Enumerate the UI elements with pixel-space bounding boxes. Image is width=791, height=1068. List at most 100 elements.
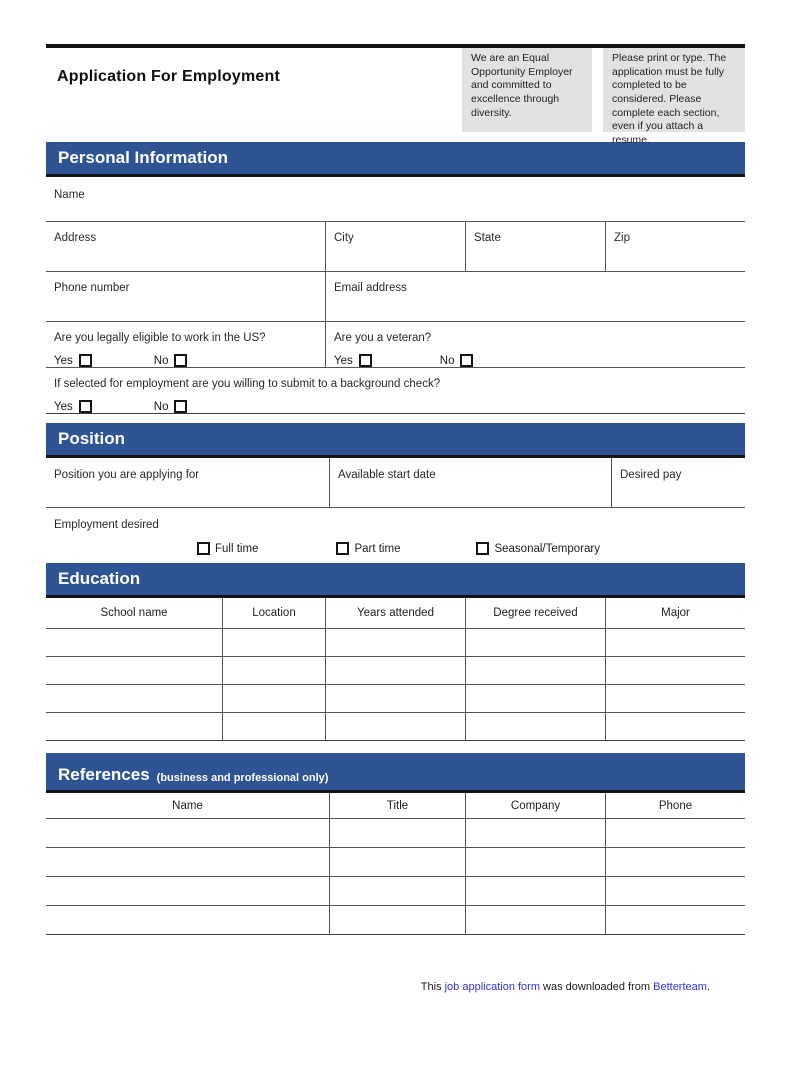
equal-opportunity-notice: We are an Equal Opportunity Employer and… [462, 48, 592, 132]
background-yes-checkbox[interactable] [78, 400, 92, 413]
section-subtitle: (business and professional only) [156, 772, 329, 784]
education-cell[interactable] [465, 713, 605, 740]
eligibility-row: Are you legally eligible to work in the … [46, 321, 745, 367]
no-label: No [153, 401, 169, 413]
email-label: Email address [334, 282, 407, 294]
education-cell[interactable] [465, 685, 605, 712]
references-header-row: Name Title Company Phone [46, 793, 745, 818]
yes-label: Yes [334, 355, 353, 367]
seasonal-checkbox[interactable] [476, 542, 490, 555]
education-cell[interactable] [222, 685, 325, 712]
education-cell[interactable] [325, 685, 465, 712]
seasonal-option: Seasonal/Temporary [476, 542, 600, 555]
contact-row: Phone number Email address [46, 271, 745, 321]
top-divider [46, 44, 745, 48]
education-cell[interactable] [46, 629, 222, 656]
state-label: State [474, 232, 501, 244]
part-time-checkbox[interactable] [336, 542, 350, 555]
start-date-label: Available start date [338, 469, 436, 481]
education-cell[interactable] [325, 657, 465, 684]
phone-field[interactable]: Phone number [46, 272, 325, 321]
veteran-yes-checkbox[interactable] [358, 354, 372, 367]
education-table: School name Location Years attended Degr… [46, 598, 745, 741]
column-header-phone: Phone [605, 793, 745, 818]
column-header-years-attended: Years attended [325, 598, 465, 628]
reference-cell[interactable] [465, 906, 605, 934]
column-header-location: Location [222, 598, 325, 628]
background-check-row: If selected for employment are you willi… [46, 367, 745, 413]
city-label: City [334, 232, 354, 244]
full-time-checkbox[interactable] [197, 542, 210, 555]
education-cell[interactable] [222, 713, 325, 740]
veteran-no-checkbox[interactable] [460, 354, 474, 367]
email-field[interactable]: Email address [325, 272, 745, 321]
education-row [46, 684, 745, 712]
reference-cell[interactable] [465, 819, 605, 847]
education-header-row: School name Location Years attended Degr… [46, 598, 745, 628]
zip-field[interactable]: Zip [605, 222, 745, 271]
job-application-form-link[interactable]: job application form [444, 981, 540, 993]
application-form-page: Application For Employment We are an Equ… [0, 44, 791, 1068]
education-cell[interactable] [465, 657, 605, 684]
betterteam-link[interactable]: Betterteam [653, 981, 707, 993]
eligible-no-checkbox[interactable] [174, 354, 188, 367]
education-cell[interactable] [605, 685, 745, 712]
start-date-field[interactable]: Available start date [329, 458, 611, 507]
column-header-company: Company [465, 793, 605, 818]
reference-cell[interactable] [46, 906, 329, 934]
education-cell[interactable] [605, 629, 745, 656]
section-header-personal-information: Personal Information [46, 142, 745, 177]
veteran-question-label: Are you a veteran? [334, 332, 432, 344]
education-cell[interactable] [605, 657, 745, 684]
background-no-checkbox[interactable] [174, 400, 188, 413]
applying-for-label: Position you are applying for [54, 469, 200, 481]
part-time-option: Part time [336, 542, 400, 555]
education-cell[interactable] [46, 657, 222, 684]
reference-cell[interactable] [329, 906, 465, 934]
phone-label: Phone number [54, 282, 130, 294]
city-field[interactable]: City [325, 222, 465, 271]
full-time-option: Full time [197, 542, 258, 555]
reference-cell[interactable] [329, 877, 465, 905]
yes-label: Yes [54, 401, 73, 413]
education-cell[interactable] [465, 629, 605, 656]
reference-cell[interactable] [46, 848, 329, 876]
reference-cell[interactable] [46, 877, 329, 905]
page-title: Application For Employment [57, 68, 280, 85]
address-label: Address [54, 232, 97, 244]
section-header-references: References (business and professional on… [46, 753, 745, 793]
education-cell[interactable] [605, 713, 745, 740]
work-eligibility-question: Are you legally eligible to work in the … [46, 322, 325, 367]
reference-cell[interactable] [329, 848, 465, 876]
seasonal-label: Seasonal/Temporary [494, 542, 600, 555]
position-applying-field[interactable]: Position you are applying for [46, 458, 329, 507]
eligible-yes-checkbox[interactable] [78, 354, 92, 367]
education-cell[interactable] [325, 629, 465, 656]
reference-cell[interactable] [465, 877, 605, 905]
reference-cell[interactable] [605, 877, 745, 905]
reference-cell[interactable] [605, 848, 745, 876]
state-field[interactable]: State [465, 222, 605, 271]
education-cell[interactable] [325, 713, 465, 740]
desired-pay-field[interactable]: Desired pay [611, 458, 745, 507]
education-cell[interactable] [46, 685, 222, 712]
education-cell[interactable] [222, 657, 325, 684]
footer-text: This [420, 981, 445, 993]
column-header-name: Name [172, 799, 203, 812]
reference-cell[interactable] [329, 819, 465, 847]
eligible-question-label: Are you legally eligible to work in the … [54, 332, 266, 344]
instructions-notice: Please print or type. The application mu… [603, 48, 745, 146]
position-row: Position you are applying for Available … [46, 458, 745, 508]
reference-cell[interactable] [605, 906, 745, 934]
education-cell[interactable] [46, 713, 222, 740]
address-field[interactable]: Address [46, 222, 325, 271]
education-cell[interactable] [222, 629, 325, 656]
reference-cell[interactable] [605, 819, 745, 847]
reference-cell[interactable] [465, 848, 605, 876]
references-table: Name Title Company Phone [46, 793, 745, 935]
reference-cell[interactable] [46, 819, 329, 847]
section-title: Position [58, 429, 126, 448]
section-header-education: Education [46, 563, 745, 598]
attribution-footer: This job application form was downloaded… [46, 981, 745, 993]
name-field[interactable]: Name [46, 177, 745, 221]
